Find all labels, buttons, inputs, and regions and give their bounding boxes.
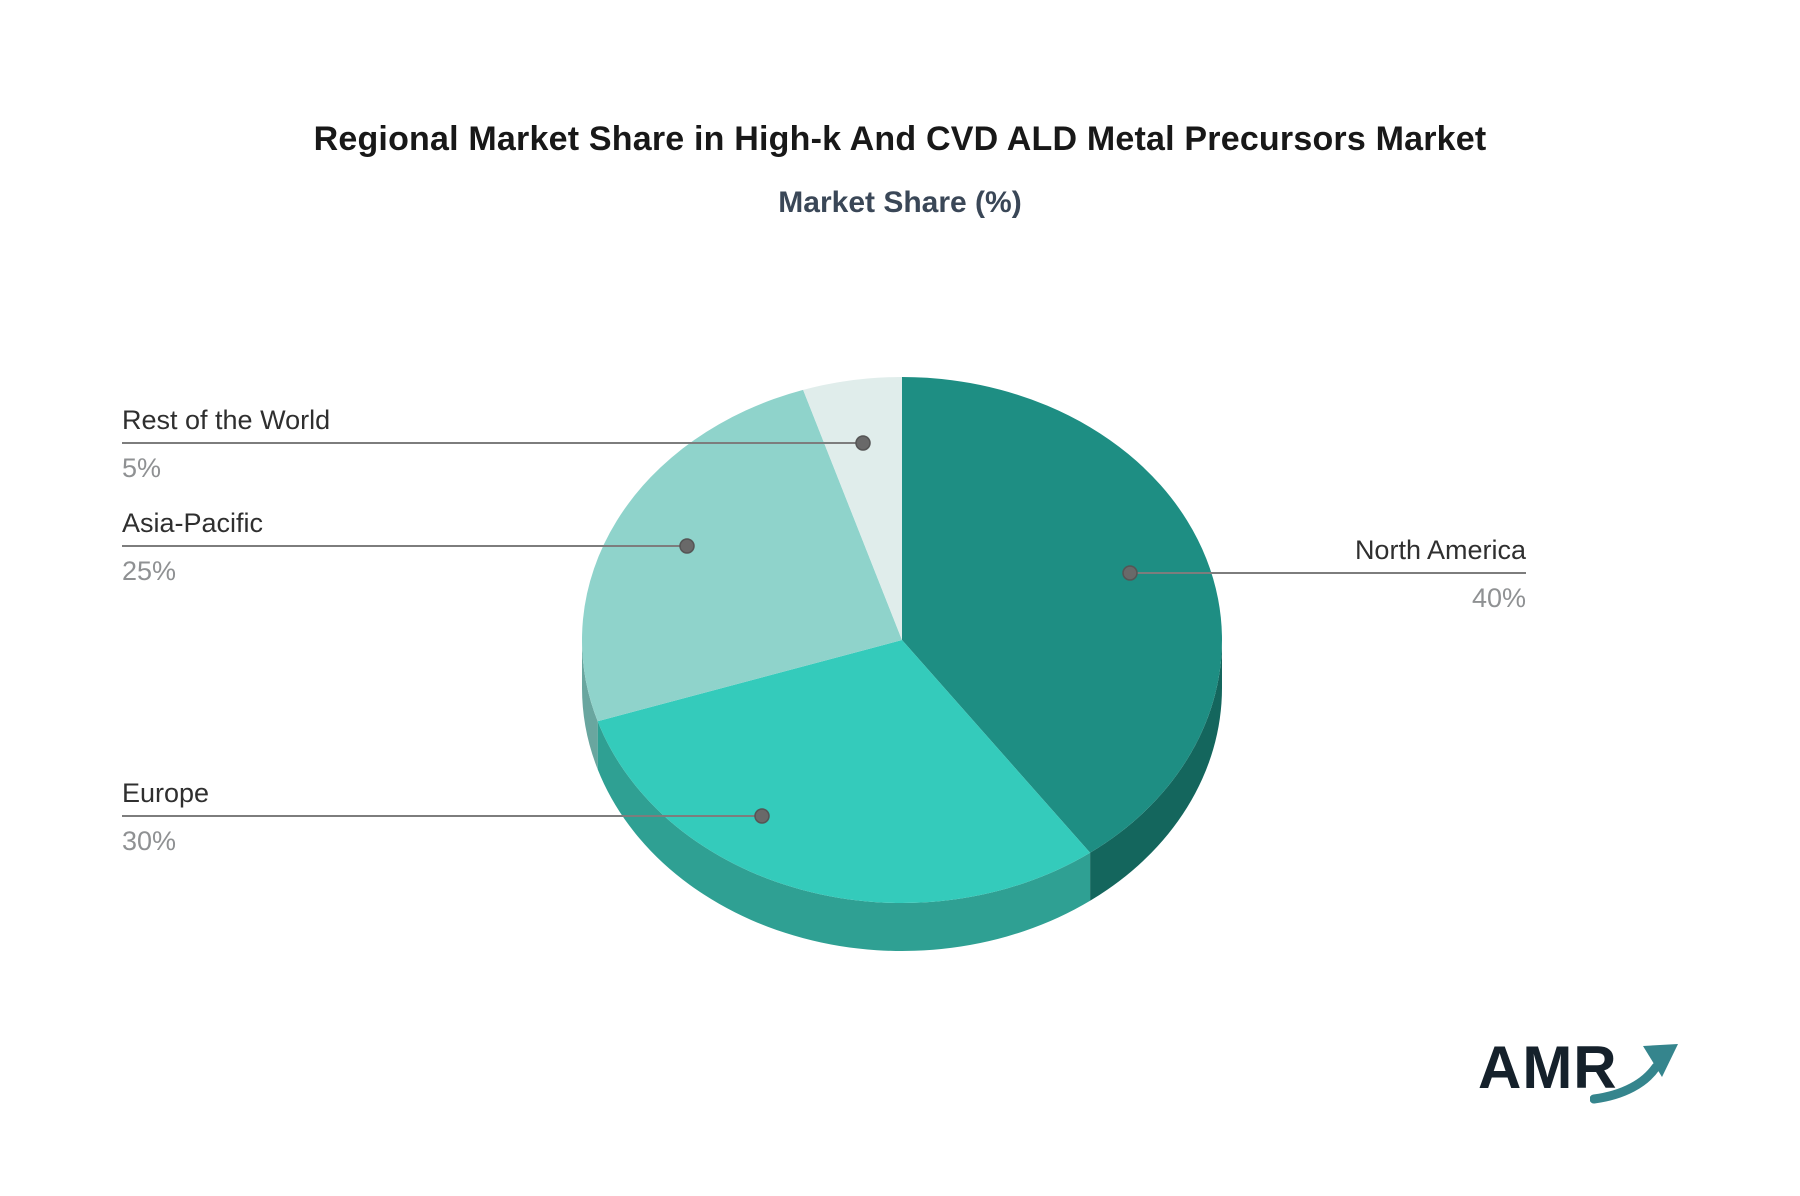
pie-slice-north-america[interactable]: [902, 377, 1222, 853]
amr-logo: AMR: [1478, 1030, 1688, 1110]
chart-title: Regional Market Share in High-k And CVD …: [313, 120, 1487, 158]
pie-slice-side-europe: [597, 721, 1091, 952]
leader-dot-north-america: [1122, 565, 1138, 581]
amr-logo-text: AMR: [1478, 1034, 1618, 1101]
growth-arrow-icon: [1590, 1044, 1678, 1104]
chart-subtitle: Market Share (%): [778, 186, 1022, 219]
leader-dot-europe: [754, 808, 770, 824]
pie-slice-europe[interactable]: [597, 640, 1091, 904]
pie-slice-asia-pacific[interactable]: [582, 389, 902, 722]
leader-dot-asia-pacific: [679, 538, 695, 554]
pie-slice-side-asia-pacific: [582, 640, 598, 770]
pie-slice-side-north-america: [1090, 640, 1222, 901]
leader-dot-rest-of-the-world: [855, 435, 871, 451]
